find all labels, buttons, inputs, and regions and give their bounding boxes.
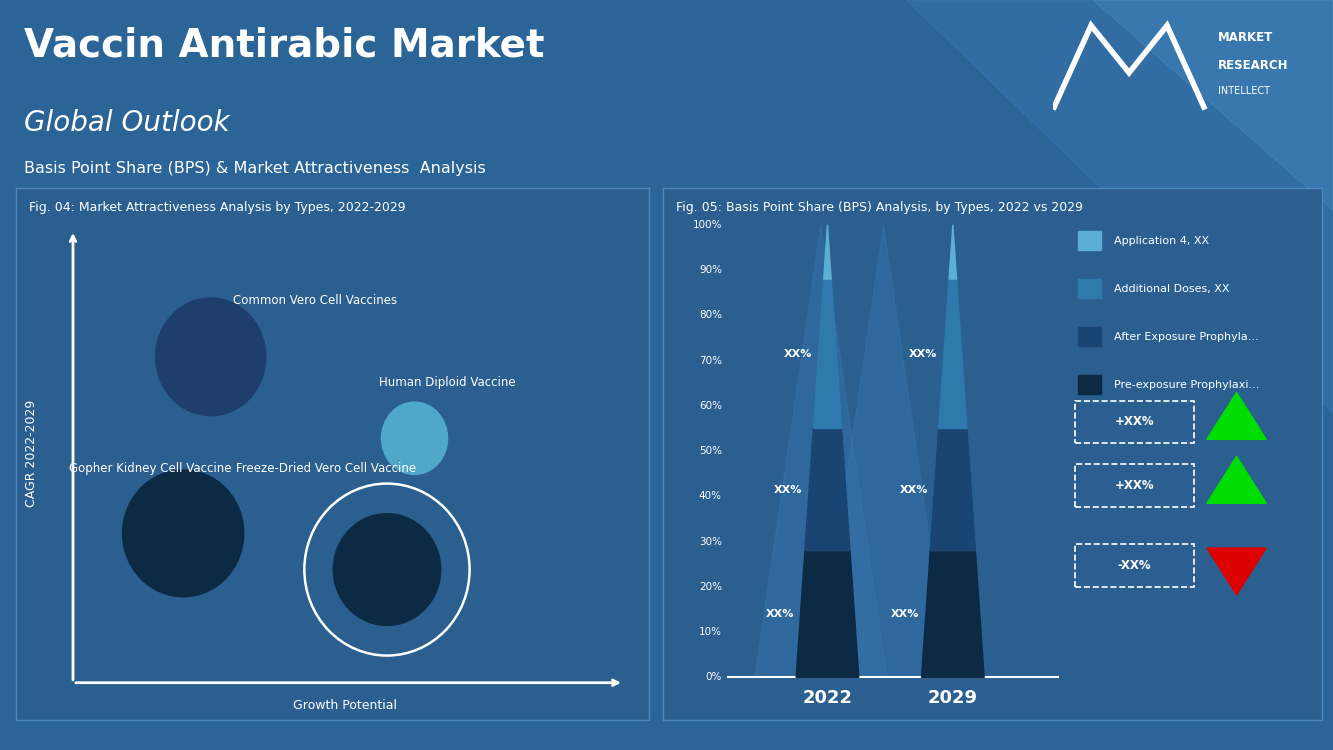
Text: -XX%: -XX%: [1117, 559, 1152, 572]
Polygon shape: [824, 225, 832, 279]
Text: XX%: XX%: [774, 484, 802, 494]
Polygon shape: [938, 279, 966, 428]
Text: Pre-exposure Prophylaxi...: Pre-exposure Prophylaxi...: [1114, 380, 1260, 389]
Text: Vaccin Antirabic Market: Vaccin Antirabic Market: [24, 26, 544, 64]
Text: 90%: 90%: [698, 265, 722, 275]
Ellipse shape: [123, 470, 244, 597]
Text: XX%: XX%: [909, 349, 937, 358]
Text: Common Vero Cell Vaccines: Common Vero Cell Vaccines: [233, 294, 397, 307]
Text: Application 4, XX: Application 4, XX: [1114, 236, 1209, 246]
Text: Basis Point Share (BPS) & Market Attractiveness  Analysis: Basis Point Share (BPS) & Market Attract…: [24, 161, 485, 176]
Text: Freeze-Dried Vero Cell Vaccine: Freeze-Dried Vero Cell Vaccine: [236, 461, 416, 475]
Text: Growth Potential: Growth Potential: [293, 699, 397, 712]
FancyBboxPatch shape: [1078, 279, 1101, 298]
Ellipse shape: [156, 298, 265, 416]
Text: 40%: 40%: [698, 491, 722, 501]
Text: Additional Doses, XX: Additional Doses, XX: [1114, 284, 1230, 294]
Text: 50%: 50%: [698, 446, 722, 456]
FancyBboxPatch shape: [1078, 327, 1101, 346]
Text: MARKET: MARKET: [1217, 31, 1273, 44]
Text: CAGR 2022-2029: CAGR 2022-2029: [25, 400, 39, 507]
Text: Gopher Kidney Cell Vaccine: Gopher Kidney Cell Vaccine: [69, 461, 232, 475]
Text: 60%: 60%: [698, 400, 722, 411]
Text: 100%: 100%: [692, 220, 722, 230]
Text: 80%: 80%: [698, 310, 722, 320]
Polygon shape: [1093, 0, 1333, 210]
Text: XX%: XX%: [784, 349, 812, 358]
Polygon shape: [1206, 548, 1266, 595]
Text: RESEARCH: RESEARCH: [1217, 59, 1288, 72]
Text: XX%: XX%: [890, 609, 920, 619]
Polygon shape: [1206, 457, 1266, 503]
Text: 2029: 2029: [928, 688, 978, 706]
Polygon shape: [930, 428, 976, 550]
Text: 0%: 0%: [705, 673, 722, 682]
Text: 30%: 30%: [698, 536, 722, 547]
Text: Global Outlook: Global Outlook: [24, 109, 229, 136]
Text: XX%: XX%: [900, 484, 928, 494]
Polygon shape: [817, 225, 949, 677]
Text: 20%: 20%: [698, 582, 722, 592]
FancyBboxPatch shape: [1078, 375, 1101, 394]
Text: +XX%: +XX%: [1114, 416, 1154, 428]
Polygon shape: [906, 0, 1333, 413]
Text: Fig. 05: Basis Point Share (BPS) Analysis, by Types, 2022 vs 2029: Fig. 05: Basis Point Share (BPS) Analysi…: [676, 201, 1082, 214]
Text: +XX%: +XX%: [1114, 479, 1154, 492]
Polygon shape: [921, 550, 984, 677]
Text: 70%: 70%: [698, 356, 722, 365]
Polygon shape: [813, 279, 841, 428]
Polygon shape: [796, 550, 858, 677]
Polygon shape: [1206, 392, 1266, 439]
Text: After Exposure Prophyla...: After Exposure Prophyla...: [1114, 332, 1260, 341]
FancyBboxPatch shape: [1078, 232, 1101, 250]
Polygon shape: [754, 225, 886, 677]
Text: INTELLECT: INTELLECT: [1217, 86, 1270, 97]
Ellipse shape: [333, 514, 441, 625]
Text: Fig. 04: Market Attractiveness Analysis by Types, 2022-2029: Fig. 04: Market Attractiveness Analysis …: [29, 201, 405, 214]
Text: 10%: 10%: [698, 627, 722, 638]
Text: 2022: 2022: [802, 688, 853, 706]
Polygon shape: [805, 428, 850, 550]
Text: XX%: XX%: [765, 609, 794, 619]
Ellipse shape: [381, 402, 448, 475]
Polygon shape: [949, 225, 957, 279]
Text: Human Diploid Vaccine: Human Diploid Vaccine: [380, 376, 516, 388]
